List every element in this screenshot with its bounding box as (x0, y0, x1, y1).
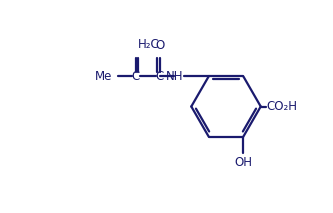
Text: CO₂H: CO₂H (266, 100, 297, 113)
Text: C: C (132, 70, 140, 83)
Text: NH: NH (166, 70, 183, 83)
Text: Me: Me (95, 70, 112, 83)
Text: O: O (155, 39, 165, 52)
Text: C: C (156, 70, 164, 83)
Text: OH: OH (234, 156, 252, 169)
Text: H₂C: H₂C (138, 38, 160, 51)
